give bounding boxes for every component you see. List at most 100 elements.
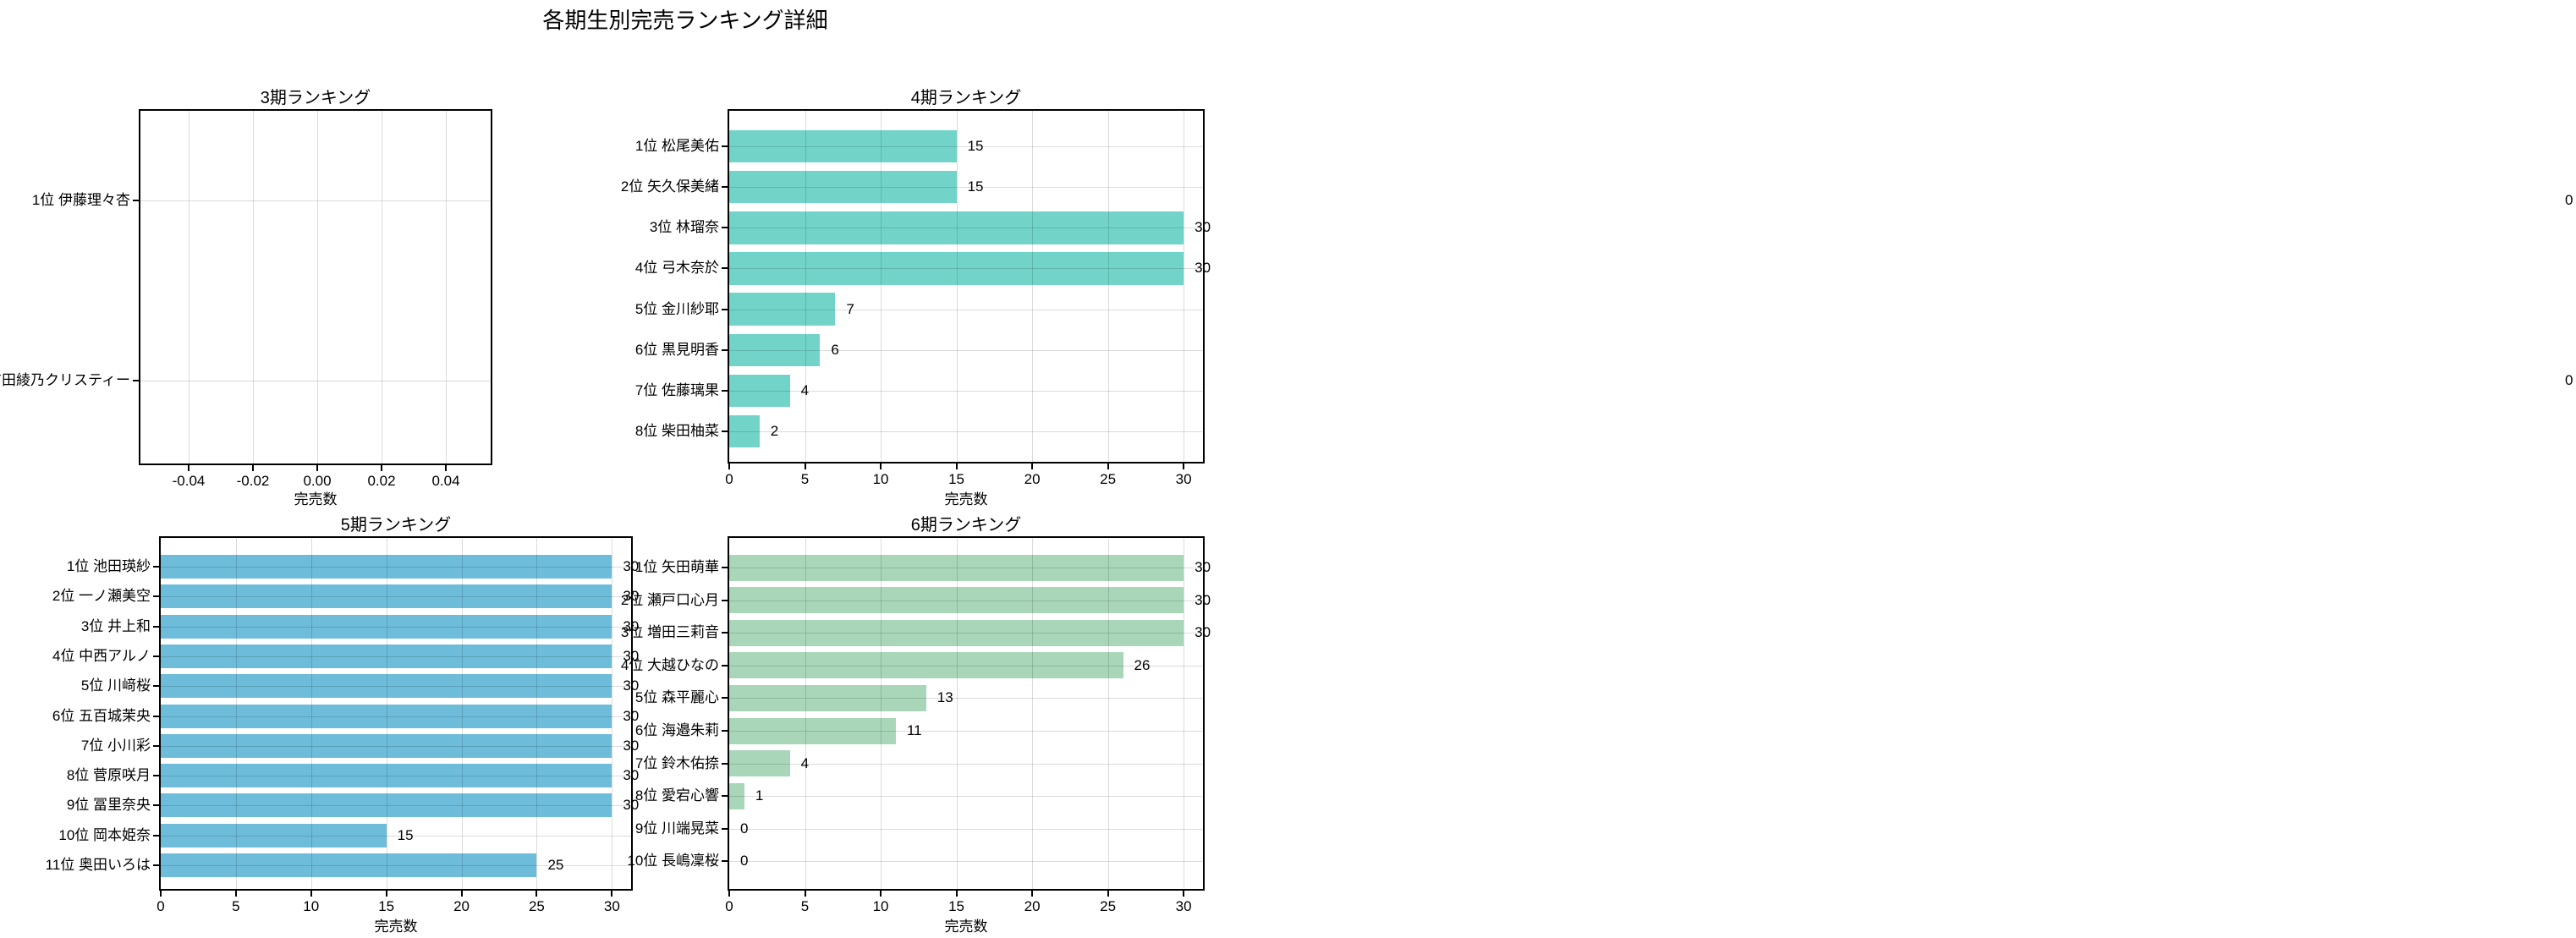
x-tick-label: 0	[725, 898, 733, 914]
category-label: 3位 増田三莉音	[620, 624, 719, 641]
gridline-horizontal	[161, 716, 632, 717]
gridline-horizontal	[729, 187, 1204, 189]
category-label: 5位 川﨑桜	[80, 677, 151, 694]
x-tick-mark	[381, 465, 382, 471]
gridline-horizontal	[140, 200, 492, 201]
bar-value-label: 7	[846, 300, 854, 317]
category-label: 10位 長嶋凜桜	[627, 853, 719, 869]
gridline-horizontal	[161, 686, 632, 688]
y-tick-mark	[722, 762, 728, 765]
y-tick-mark	[133, 380, 139, 381]
gridline-vertical	[235, 538, 237, 890]
category-label: 2位 瀬戸口心月	[620, 591, 719, 608]
gridline-horizontal	[161, 745, 632, 747]
y-tick-mark	[722, 795, 728, 798]
x-tick-label: 10	[872, 898, 889, 914]
x-tick-mark	[955, 464, 958, 469]
gridline-vertical	[1032, 538, 1034, 890]
bar-value-label: 2	[770, 423, 779, 440]
y-tick-mark	[722, 599, 728, 601]
x-tick-label: 20	[1024, 898, 1041, 914]
bar-4ki-rank3	[729, 211, 1184, 244]
category-label: 5位 森平麗心	[634, 689, 719, 706]
x-tick-mark	[188, 465, 189, 471]
gridline-vertical	[956, 538, 958, 890]
x-tick-label: 25	[528, 898, 545, 914]
gridline-vertical	[881, 111, 882, 463]
x-tick-label: 25	[1100, 898, 1117, 914]
y-tick-mark	[722, 267, 728, 270]
gridline-horizontal	[161, 656, 632, 657]
y-tick-mark	[133, 200, 139, 201]
bar-value-label: 30	[1195, 591, 1211, 608]
x-tick-label: 5	[800, 471, 810, 487]
category-label: 4位 弓木奈於	[634, 260, 719, 277]
x-tick-mark	[728, 464, 730, 469]
bar-5ki-rank9	[161, 793, 612, 818]
bar-6ki-rank7	[729, 750, 790, 777]
category-label: 8位 菅原咲月	[66, 767, 151, 784]
bar-value-label: 30	[623, 588, 640, 605]
category-label: 1位 池田瑛紗	[66, 558, 151, 574]
y-tick-mark	[722, 730, 728, 732]
subplot-6ki-plot-area: 30 30 30 26 13 11 4 1 0 0 1位 矢田萌華 2位 瀬戸口心月 3位 増田三莉音 4…	[621, 536, 1211, 914]
category-label: 7位 小川彩	[80, 737, 151, 754]
xaxis-label-5ki: 完売数	[374, 919, 418, 935]
bar-value-label: 30	[1195, 559, 1211, 575]
x-tick-label: 15	[378, 898, 395, 914]
bar-value-label: 4	[800, 381, 810, 398]
y-tick-mark	[722, 389, 728, 392]
x-tick-mark	[316, 465, 318, 471]
gridline-horizontal	[729, 146, 1204, 147]
x-tick-mark	[1183, 891, 1185, 897]
bar-value-label: 1	[755, 787, 764, 804]
y-tick-mark	[153, 685, 159, 688]
category-label: 2位 矢久保美緒	[620, 178, 719, 195]
gridline-vertical	[1107, 111, 1109, 463]
x-tick-label: 0.00	[303, 473, 332, 489]
gridline-vertical	[461, 538, 463, 890]
bar-4ki-rank7	[729, 374, 790, 408]
bar-6ki-rank8	[729, 782, 744, 809]
y-tick-mark	[722, 145, 728, 147]
x-tick-mark	[728, 891, 730, 897]
bar-value-label: 25	[547, 857, 564, 873]
y-tick-mark	[153, 566, 159, 568]
bar-value-label: 0	[740, 820, 749, 837]
category-label: 1位 松尾美佑	[634, 138, 719, 154]
bar-4ki-rank2	[729, 170, 957, 204]
x-tick-label: 0	[157, 898, 165, 914]
y-tick-mark	[153, 775, 159, 777]
x-tick-mark	[611, 891, 613, 897]
category-label: 2位 一ノ瀬美空	[52, 588, 151, 605]
gridline-horizontal	[161, 567, 632, 568]
category-label: 8位 愛宕心響	[634, 787, 719, 804]
bar-value-label: 30	[623, 558, 640, 574]
bar-6ki-rank3	[729, 619, 1184, 646]
gridline-vertical	[805, 538, 806, 890]
y-tick-mark	[153, 744, 159, 747]
x-tick-label: 20	[453, 898, 470, 914]
bar-value-label: 11	[906, 722, 922, 738]
category-label: 3位 井上和	[80, 617, 151, 634]
bar-value-label: 30	[1195, 260, 1211, 277]
bar-value-label: 15	[397, 826, 414, 843]
subplot-title-3ki: 3期ランキング	[260, 89, 371, 107]
category-label: 6位 黒見明香	[634, 341, 719, 358]
category-label: 9位 冨里奈央	[66, 797, 151, 814]
bar-6ki-rank5	[729, 684, 926, 711]
bar-value-label: 26	[1134, 656, 1151, 673]
bar-4ki-rank6	[729, 333, 821, 366]
category-label: 1位 矢田萌華	[634, 559, 719, 575]
x-tick-label: 15	[948, 898, 965, 914]
y-tick-mark	[722, 567, 728, 568]
gridline-horizontal	[729, 633, 1204, 634]
xaxis-label-6ki: 完売数	[944, 919, 988, 935]
gridline-horizontal	[729, 796, 1204, 798]
x-tick-label: 30	[1175, 898, 1192, 914]
x-tick-mark	[445, 465, 447, 471]
bar-5ki-rank2	[161, 584, 612, 609]
xaxis-label-3ki: 完売数	[294, 491, 338, 507]
bar-value-label: 30	[1195, 219, 1211, 236]
